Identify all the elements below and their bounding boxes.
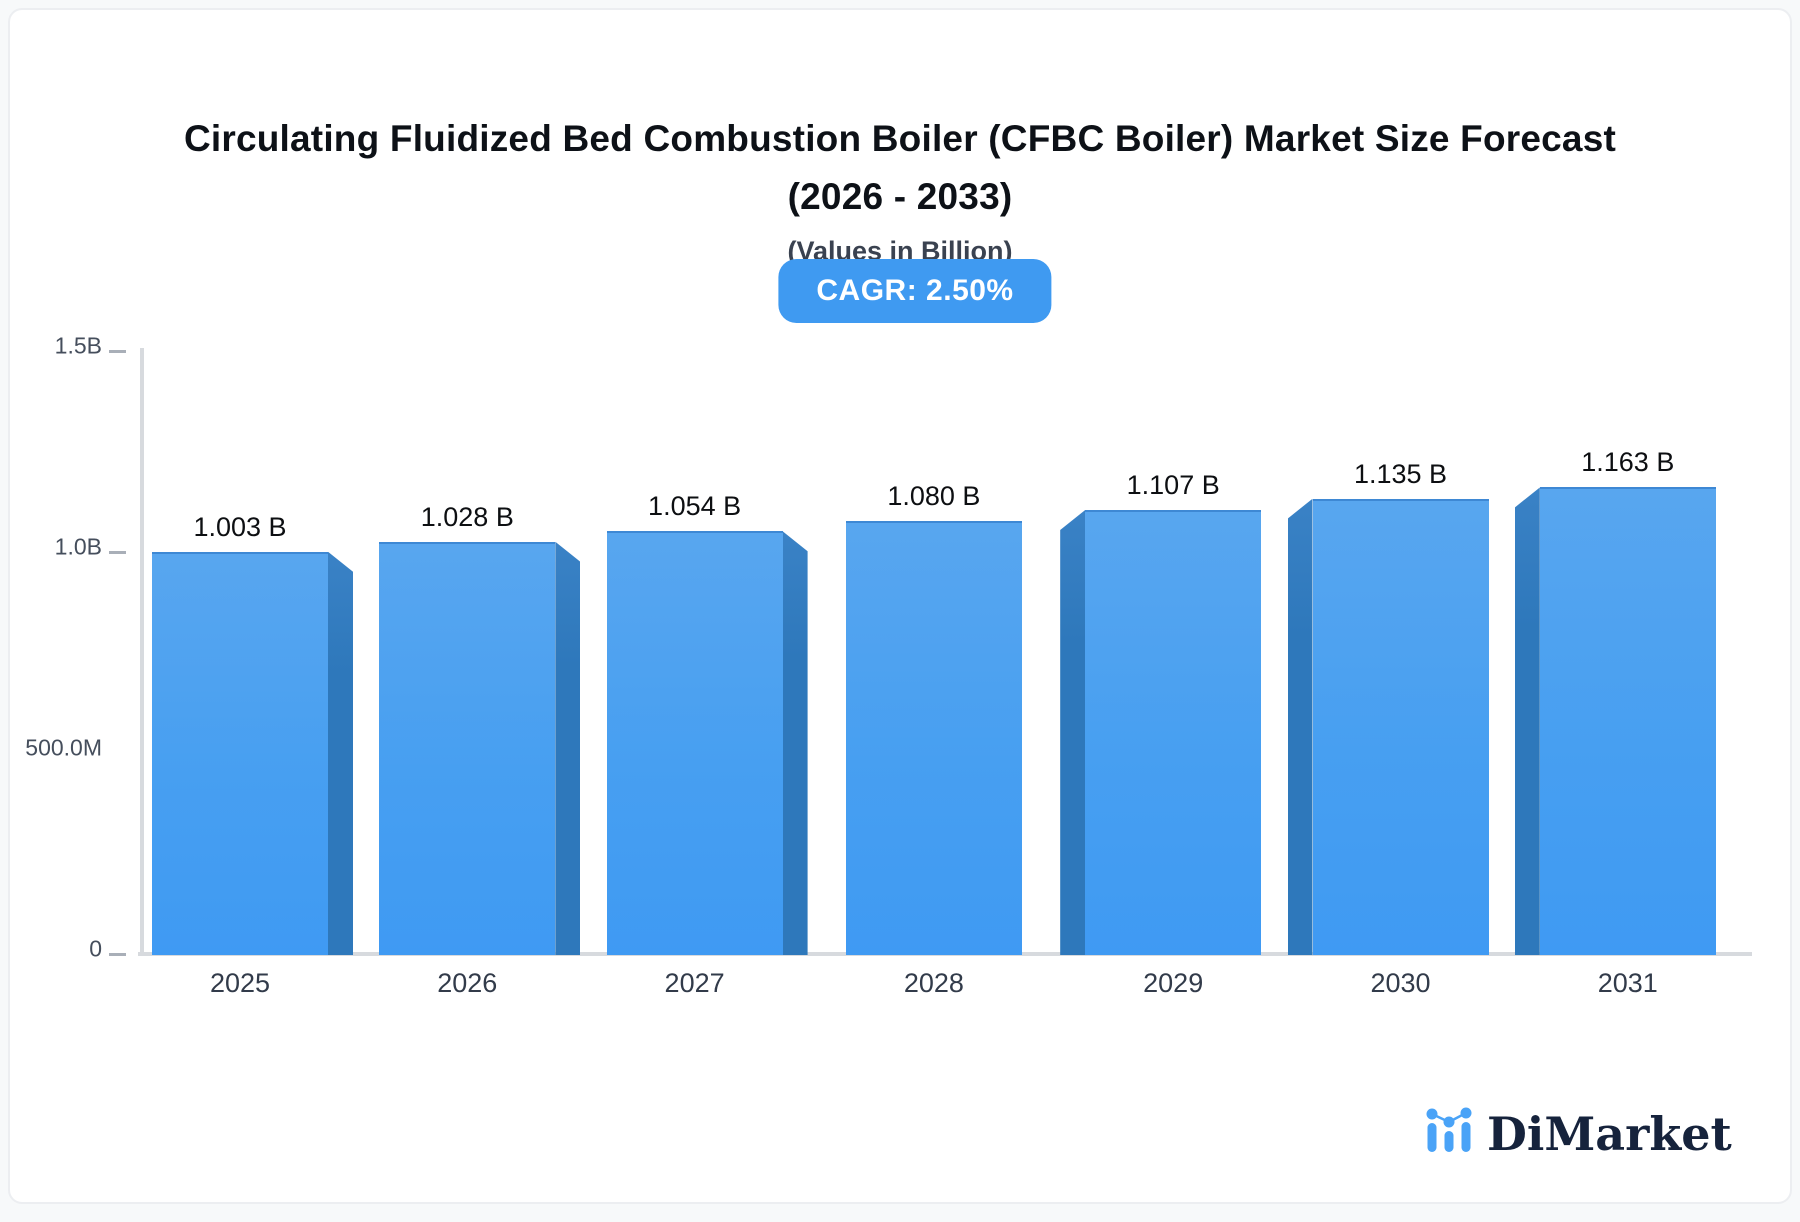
bar-2026[interactable] [379,541,556,955]
y-axis-tick-label: 0 [89,935,102,962]
bar-chart: 0 500.0M 1.0B 1.5B 1.003 B 2025 1.028 B 2026 1.0… [10,10,1800,1222]
dimarket-logo-icon [1425,1106,1475,1161]
bar-side-face-2031 [1514,487,1540,955]
bar-value-label-2029: 1.107 B [1126,469,1220,500]
x-axis-label-2027: 2027 [664,968,725,998]
y-axis-tick-mark [109,953,126,956]
bar-value-label-2030: 1.135 B [1353,458,1448,489]
bar-side-face-2030 [1287,498,1313,955]
bar-2027[interactable] [606,531,783,955]
bar-2031[interactable] [1539,487,1716,955]
y-axis-tick-mark [109,551,126,554]
x-axis-label-2025: 2025 [209,968,271,998]
y-axis-tick-mark [109,350,126,353]
bar-value-label-2031: 1.163 B [1581,447,1675,478]
x-axis-label-2031: 2031 [1597,968,1658,998]
dimarket-logo[interactable]: DiMarket [1425,1106,1732,1161]
bar-2028[interactable] [845,520,1022,955]
bar-2030[interactable] [1312,498,1489,955]
x-axis-label-2026: 2026 [437,968,498,998]
y-axis-tick-label: 1.5B [54,332,102,359]
y-axis-tick-label: 1.0B [54,533,102,560]
y-axis-tick-label: 500.0M [25,734,102,761]
chart-title-line2: (2026 - 2033) [787,176,1013,217]
bar-2025[interactable] [152,551,328,955]
bar-value-label-2026: 1.028 B [420,501,514,532]
bar-value-label-2028: 1.080 B [887,480,981,511]
cagr-badge: CAGR: 2.50% [778,259,1052,323]
chart-card: Circulating Fluidized Bed Combustion Boi… [8,8,1792,1204]
bar-side-face-2026 [555,541,581,955]
x-axis-label-2030: 2030 [1370,968,1431,998]
dimarket-logo-text: DiMarket [1487,1106,1732,1161]
chart-header: Circulating Fluidized Bed Combustion Boi… [10,110,1790,267]
bar-value-label-2027: 1.054 B [648,491,742,522]
chart-title-line1: Circulating Fluidized Bed Combustion Boi… [183,118,1617,159]
bar-value-label-2025: 1.003 B [193,511,287,542]
bar-side-face-2029 [1060,509,1086,955]
x-axis-label-2028: 2028 [903,968,964,998]
bar-side-face-2025 [328,551,353,955]
bar-2029[interactable] [1085,509,1262,955]
bar-side-face-2027 [782,531,808,955]
y-axis-line [140,348,144,956]
x-axis-label-2029: 2029 [1143,968,1204,998]
chart-title: Circulating Fluidized Bed Combustion Boi… [10,110,1790,226]
